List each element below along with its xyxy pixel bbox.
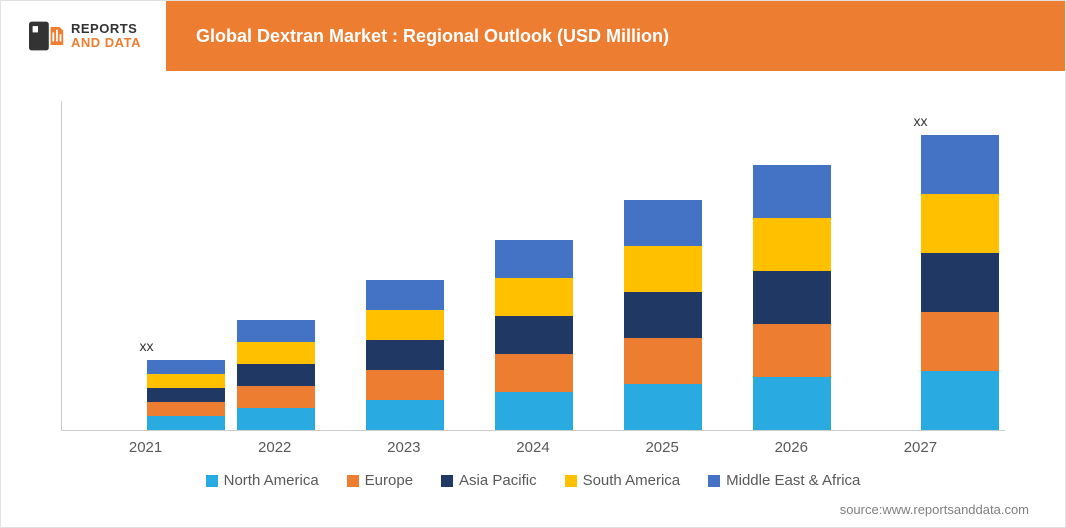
bar-segment — [495, 354, 573, 392]
logo: REPORTS AND DATA — [29, 21, 141, 51]
bar-segment — [753, 377, 831, 430]
bar-segment — [495, 278, 573, 316]
legend-label: North America — [224, 472, 319, 489]
legend-item: South America — [565, 472, 681, 489]
bar-stack — [147, 360, 225, 430]
legend: North America Europe Asia Pacific South Ame… — [1, 472, 1065, 489]
legend-label: Asia Pacific — [459, 472, 537, 489]
bar-segment — [366, 310, 444, 340]
source-text: source:www.reportsanddata.com — [840, 502, 1029, 517]
bar-segment — [624, 384, 702, 430]
legend-item: North America — [206, 472, 319, 489]
bar-segment — [147, 416, 225, 430]
legend-swatch — [347, 475, 359, 487]
legend-item: Asia Pacific — [441, 472, 537, 489]
bar-stack — [921, 135, 999, 430]
bar-column — [753, 165, 831, 430]
bar-stack — [624, 200, 702, 430]
bar-segment — [921, 253, 999, 312]
bar-segment — [495, 392, 573, 430]
bar-segment — [147, 402, 225, 416]
x-axis-label: 2023 — [365, 439, 443, 456]
bar-column: xx — [108, 360, 186, 430]
bar-column — [237, 320, 315, 430]
bar-segment — [921, 371, 999, 430]
legend-swatch — [708, 475, 720, 487]
bar-segment — [921, 194, 999, 253]
legend-label: Europe — [365, 472, 413, 489]
bar-segment — [237, 364, 315, 386]
bar-column — [624, 200, 702, 430]
bar-segment — [237, 408, 315, 430]
bar-segment — [921, 312, 999, 371]
bar-segment — [237, 386, 315, 408]
bar-segment — [753, 271, 831, 324]
bar-segment — [624, 200, 702, 246]
bar-segment — [624, 246, 702, 292]
x-axis-label: 2025 — [623, 439, 701, 456]
bar-segment — [366, 370, 444, 400]
legend-swatch — [565, 475, 577, 487]
chart-title: Global Dextran Market : Regional Outlook… — [196, 26, 669, 47]
bar-stack — [495, 240, 573, 430]
bar-segment — [237, 320, 315, 342]
logo-line-2: AND DATA — [71, 36, 141, 50]
bar-segment — [237, 342, 315, 364]
bar-segment — [147, 374, 225, 388]
bar-segment — [366, 340, 444, 370]
logo-area: REPORTS AND DATA — [1, 1, 166, 71]
bar-annotation: xx — [140, 338, 154, 354]
bar-segment — [495, 316, 573, 354]
bar-segment — [147, 360, 225, 374]
legend-swatch — [441, 475, 453, 487]
x-axis-label: 2024 — [494, 439, 572, 456]
bar-column — [366, 280, 444, 430]
bar-segment — [753, 165, 831, 218]
bar-segment — [921, 135, 999, 194]
chart-container: REPORTS AND DATA Global Dextran Market :… — [0, 0, 1066, 528]
bar-segment — [147, 388, 225, 402]
x-axis-label: 2027 — [881, 439, 959, 456]
bar-stack — [366, 280, 444, 430]
logo-icon — [29, 21, 65, 51]
bar-column — [495, 240, 573, 430]
legend-item: Europe — [347, 472, 413, 489]
logo-line-1: REPORTS — [71, 22, 141, 36]
legend-swatch — [206, 475, 218, 487]
x-axis-label: 2026 — [752, 439, 830, 456]
bar-segment — [495, 240, 573, 278]
bar-segment — [366, 280, 444, 310]
chart-title-bar: Global Dextran Market : Regional Outlook… — [166, 1, 1065, 71]
bar-segment — [753, 324, 831, 377]
x-axis-label: 2021 — [107, 439, 185, 456]
bar-stack — [753, 165, 831, 430]
legend-label: Middle East & Africa — [726, 472, 860, 489]
bar-segment — [753, 218, 831, 271]
bar-annotation: xx — [914, 113, 928, 129]
legend-item: Middle East & Africa — [708, 472, 860, 489]
bar-segment — [624, 292, 702, 338]
x-axis: 2021 2022 2023 2024 2025 2026 2027 — [61, 439, 1005, 456]
bar-segment — [366, 400, 444, 430]
x-axis-label: 2022 — [236, 439, 314, 456]
bar-column: xx — [882, 135, 960, 430]
logo-text: REPORTS AND DATA — [71, 22, 141, 49]
bars-row: xx xx — [62, 101, 1005, 430]
legend-label: South America — [583, 472, 681, 489]
header: REPORTS AND DATA Global Dextran Market :… — [1, 1, 1065, 71]
plot-area: xx xx — [61, 101, 1005, 431]
bar-stack — [237, 320, 315, 430]
bar-segment — [624, 338, 702, 384]
